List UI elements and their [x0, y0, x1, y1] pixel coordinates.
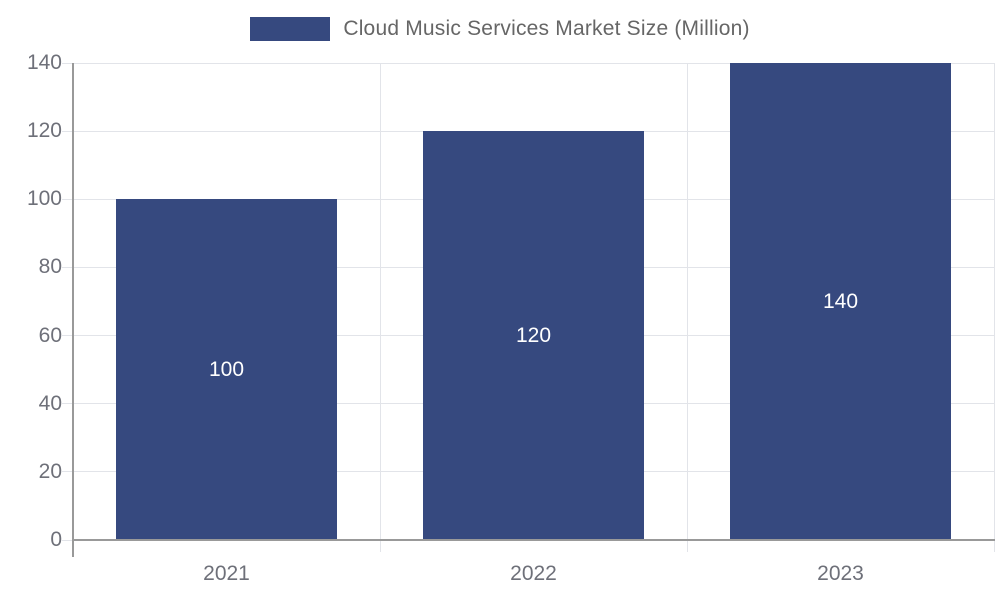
x-tick-mark [379, 540, 381, 552]
y-tick-mark [62, 198, 72, 200]
y-tick-mark [62, 62, 72, 64]
bar-2023 [729, 63, 951, 540]
y-tick-label: 60 [38, 323, 62, 347]
y-tick-mark [62, 403, 72, 405]
x-axis-line [72, 539, 995, 541]
y-tick-mark [62, 335, 72, 337]
h-gridline [73, 62, 994, 64]
legend-swatch [250, 17, 331, 41]
y-tick-label: 140 [26, 51, 62, 74]
v-gridline [993, 63, 995, 540]
y-tick-mark [62, 130, 72, 132]
bar-value-label: 120 [515, 323, 552, 347]
v-gridline [686, 63, 688, 540]
y-tick-label: 100 [26, 187, 62, 211]
y-tick-label: 40 [38, 391, 62, 415]
y-tick-label: 0 [50, 528, 62, 551]
y-tick-mark [62, 539, 72, 541]
y-tick-mark [62, 266, 72, 268]
legend-label: Cloud Music Services Market Size (Millio… [343, 17, 750, 40]
y-tick-mark [62, 471, 72, 473]
bar-value-label: 100 [208, 357, 245, 381]
y-tick-label: 120 [26, 119, 62, 143]
plot-area: 100 120 140 [73, 62, 995, 540]
x-tick-label: 2021 [203, 562, 250, 585]
x-tick-label: 2023 [817, 562, 864, 585]
x-tick-mark [686, 540, 688, 552]
bar-2021 [115, 199, 337, 540]
bar-2022 [422, 131, 644, 540]
y-tick-label: 20 [38, 459, 62, 483]
v-gridline [379, 63, 381, 540]
x-tick-label: 2022 [510, 562, 557, 585]
y-tick-label: 80 [38, 255, 62, 279]
y-axis-line [72, 63, 74, 557]
x-tick-mark [993, 540, 995, 552]
chart-legend: Cloud Music Services Market Size (Millio… [0, 17, 1000, 41]
bar-value-label: 140 [822, 289, 859, 313]
